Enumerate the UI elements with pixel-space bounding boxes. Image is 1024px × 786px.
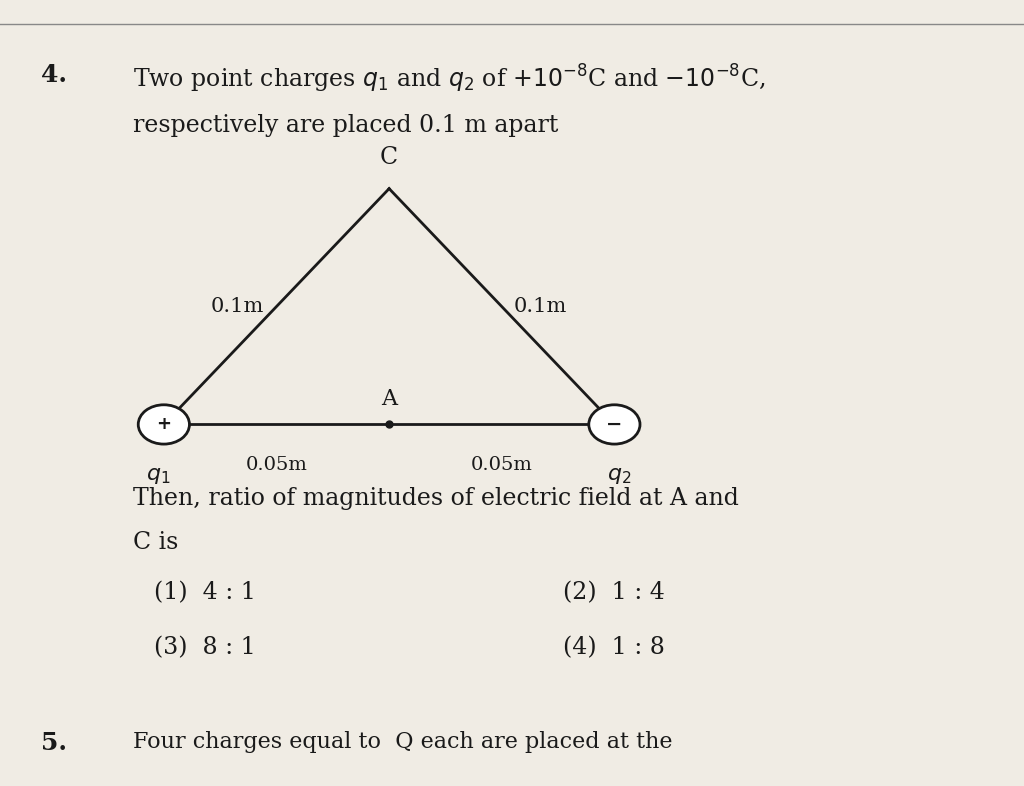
Text: Then, ratio of magnitudes of electric field at A and: Then, ratio of magnitudes of electric fi… [133,487,739,510]
Text: 4.: 4. [41,63,67,87]
Text: 0.05m: 0.05m [471,456,532,474]
Circle shape [138,405,189,444]
Text: (2)  1 : 4: (2) 1 : 4 [563,582,665,604]
Text: Two point charges $q_1$ and $q_2$ of $+10^{-8}$C and $-10^{-8}$C,: Two point charges $q_1$ and $q_2$ of $+1… [133,63,766,95]
Text: 0.05m: 0.05m [246,456,307,474]
Text: 5.: 5. [41,731,67,755]
Text: Four charges equal to  Q each are placed at the: Four charges equal to Q each are placed … [133,731,673,753]
Text: $q_1$: $q_1$ [146,464,171,486]
Text: (1)  4 : 1: (1) 4 : 1 [154,582,255,604]
Text: C is: C is [133,531,178,553]
Circle shape [589,405,640,444]
Text: 0.1m: 0.1m [514,297,567,316]
Text: $q_2$: $q_2$ [607,464,632,486]
Text: +: + [157,416,171,433]
Text: 0.1m: 0.1m [211,297,264,316]
Text: (3)  8 : 1: (3) 8 : 1 [154,637,255,659]
Text: A: A [381,388,397,410]
Text: (4)  1 : 8: (4) 1 : 8 [563,637,665,659]
Text: −: − [606,415,623,434]
Text: respectively are placed 0.1 m apart: respectively are placed 0.1 m apart [133,114,558,137]
Text: C: C [380,146,398,169]
